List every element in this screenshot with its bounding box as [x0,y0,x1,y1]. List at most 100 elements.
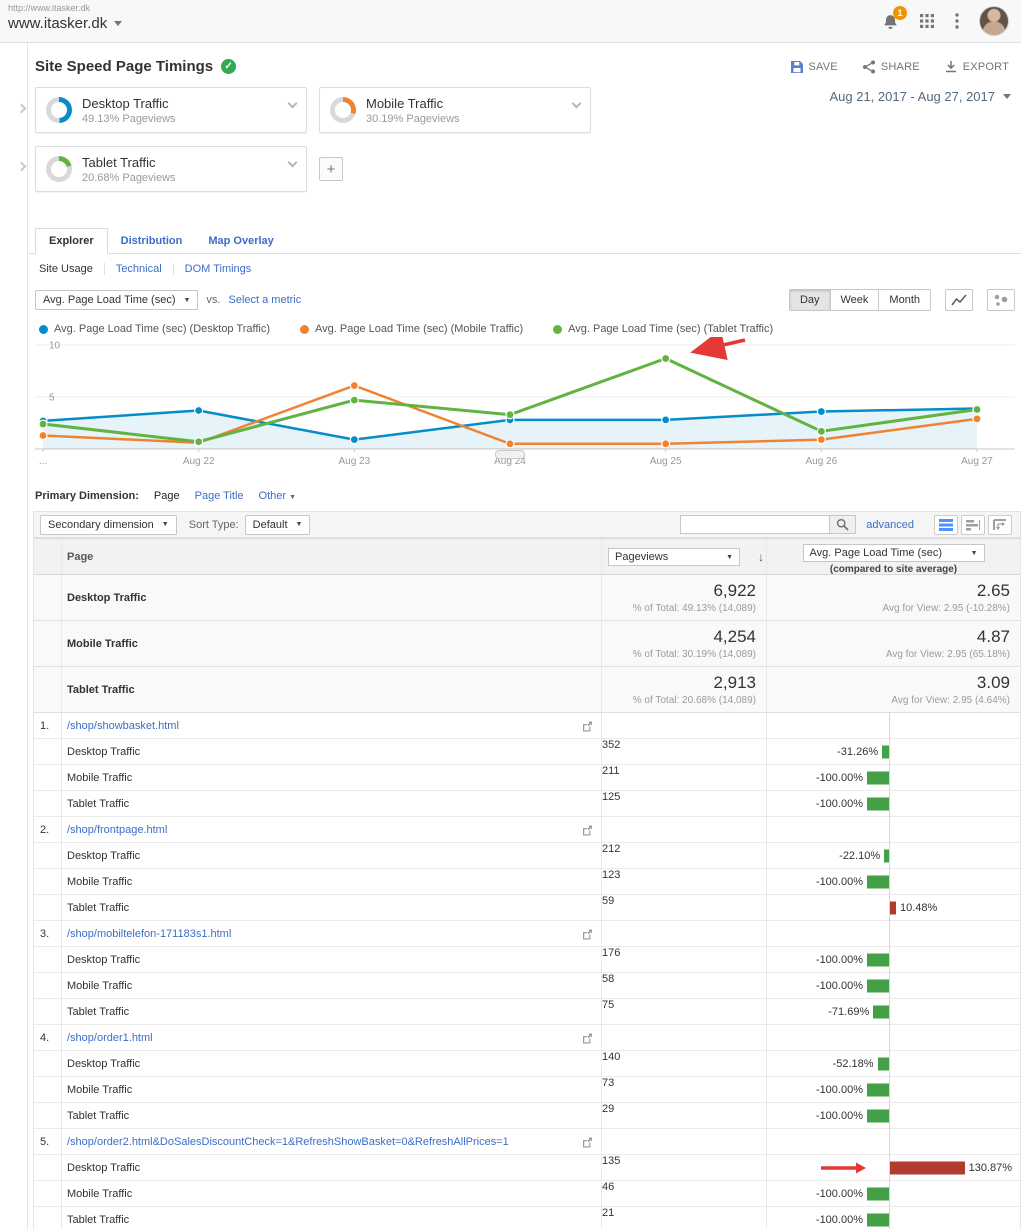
legend-item-mobile[interactable]: Avg. Page Load Time (sec) (Mobile Traffi… [300,323,523,335]
segment-name: Tablet Traffic [67,1005,130,1018]
open-page-icon[interactable] [582,1032,593,1043]
select-metric-link[interactable]: Select a metric [228,294,302,306]
column-header-page[interactable]: Page [67,550,94,563]
table-row-segment: Tablet Traffic 59 10.48% [34,894,1020,921]
search-input[interactable] [680,515,831,534]
page-link[interactable]: /shop/showbasket.html [67,719,179,732]
table-row-segment: Desktop Traffic 140 -52.18% [34,1050,1020,1077]
row-number-cell [34,1207,62,1229]
pageviews-cell: 75 [602,999,767,1024]
subtab-site-usage[interactable]: Site Usage [39,263,93,275]
rail-chevron-icon[interactable] [16,161,27,172]
export-button[interactable]: EXPORT [944,60,1009,74]
report-page: Site Speed Page Timings ✓ SAVE SHARE EXP… [29,43,1021,1229]
data-table-view-button[interactable] [934,514,958,535]
row-number-header [34,539,62,574]
row-number-cell [34,1103,62,1128]
metric-column-selector[interactable]: Avg. Page Load Time (sec) ▼ [802,544,985,562]
table-row-page: 1. /shop/showbasket.html [34,712,1020,739]
pageviews-value: 73 [602,1077,615,1089]
dimension-other[interactable]: Other ▼ [259,490,297,502]
metric-cell: -52.18% [767,1050,1020,1077]
tab-map-overlay[interactable]: Map Overlay [208,235,274,247]
page-cell: /shop/order1.html [62,1025,602,1050]
line-chart-view-button[interactable] [945,289,973,311]
pageviews-value: 21 [602,1207,615,1219]
chevron-down-icon[interactable] [571,98,582,109]
page-link[interactable]: /shop/order2.html&DoSalesDiscountCheck=1… [67,1135,509,1148]
legend-dot-icon [39,324,48,334]
kebab-icon [955,13,959,29]
chevron-down-icon[interactable] [287,98,298,109]
granularity-month-button[interactable]: Month [878,289,931,311]
account-selector[interactable]: www.itasker.dk [8,15,123,32]
pct-label: 130.87% [968,1161,1013,1174]
granularity-control: Day Week Month [788,289,931,311]
svg-text:10: 10 [49,341,61,352]
negative-bar [884,849,889,862]
avatar[interactable] [979,6,1009,36]
segment-name: Mobile Traffic [67,979,133,992]
share-button[interactable]: SHARE [862,60,920,74]
line-chart-icon [951,294,967,306]
open-page-icon[interactable] [582,928,593,939]
axis-handle[interactable] [495,450,525,459]
segment-card-tablet[interactable]: Tablet Traffic 20.68% Pageviews [35,146,307,192]
comparison-view-button[interactable] [961,514,985,535]
vs-label: vs. [206,294,221,306]
pageviews-column-selector[interactable]: Pageviews ▼ [608,548,740,566]
page-cell: /shop/frontpage.html [62,817,602,842]
sort-type-button[interactable]: Default ▼ [244,514,311,535]
add-segment-button[interactable]: + [319,157,343,181]
report-tabs: Explorer Distribution Map Overlay [29,227,1021,254]
tab-explorer[interactable]: Explorer [35,228,108,254]
pageviews-summary-cell: 6,922 % of Total: 49.13% (14,089) [602,575,767,620]
metric-dropdown[interactable]: Avg. Page Load Time (sec) ▼ [35,290,199,310]
save-button[interactable]: SAVE [790,60,838,74]
open-page-icon[interactable] [582,1136,593,1147]
pageviews-cell: 73 [602,1077,767,1102]
table-row-segment: Mobile Traffic 211 -100.00% [34,764,1020,791]
legend-dot-icon [300,324,310,334]
tab-distribution[interactable]: Distribution [120,235,183,247]
rail-chevron-icon[interactable] [16,103,27,114]
negative-bar [877,1057,889,1070]
row-number: 5. [34,1129,62,1154]
open-page-icon[interactable] [582,720,593,731]
property-url: http://www.itasker.dk [8,3,91,13]
segment-card-desktop[interactable]: Desktop Traffic 49.13% Pageviews [35,87,307,133]
page-cell: /shop/showbasket.html [62,713,602,738]
segment-card-mobile[interactable]: Mobile Traffic 30.19% Pageviews [319,87,591,133]
date-range-picker[interactable]: Aug 21, 2017 - Aug 27, 2017 [829,89,1011,104]
subtab-technical[interactable]: Technical [103,263,173,275]
pageviews-subtext: % of Total: 49.13% (14,089) [632,603,756,614]
advanced-search-link[interactable]: advanced [866,518,914,531]
search-button[interactable] [830,515,857,534]
negative-bar [873,1005,889,1018]
row-number-cell [34,765,62,790]
granularity-week-button[interactable]: Week [829,289,880,311]
sort-direction-icon[interactable]: ↓ [758,550,764,564]
motion-chart-view-button[interactable] [987,289,1015,311]
legend-item-tablet[interactable]: Avg. Page Load Time (sec) (Tablet Traffi… [553,323,773,335]
chevron-down-icon[interactable] [287,157,298,168]
subtab-dom-timings[interactable]: DOM Timings [172,263,263,275]
segment-name: Mobile Traffic [67,771,133,784]
apps-grid-button[interactable] [919,13,935,29]
granularity-day-button[interactable]: Day [788,289,831,311]
legend-item-desktop[interactable]: Avg. Page Load Time (sec) (Desktop Traff… [39,323,270,335]
open-page-icon[interactable] [582,824,593,835]
notifications-button[interactable]: 1 [882,5,907,30]
secondary-dimension-button[interactable]: Secondary dimension ▼ [40,514,177,535]
timeseries-chart[interactable]: 5 10... Aug 22 Aug 23 Aug 24 Aug 25 Aug 26 Aug … [35,329,1015,469]
page-link[interactable]: /shop/frontpage.html [67,823,168,836]
dimension-page[interactable]: Page [153,490,180,502]
pct-label: -22.10% [839,849,881,862]
dimension-page-title[interactable]: Page Title [194,490,244,502]
more-menu-button[interactable] [955,13,959,29]
pct-label: -71.69% [828,1005,870,1018]
page-link[interactable]: /shop/mobiltelefon-171183s1.html [67,927,232,940]
pivot-view-button[interactable] [988,514,1012,535]
page-link[interactable]: /shop/order1.html [67,1031,153,1044]
primary-dimension-bar: Primary Dimension: Page Page Title Other… [29,481,1021,511]
